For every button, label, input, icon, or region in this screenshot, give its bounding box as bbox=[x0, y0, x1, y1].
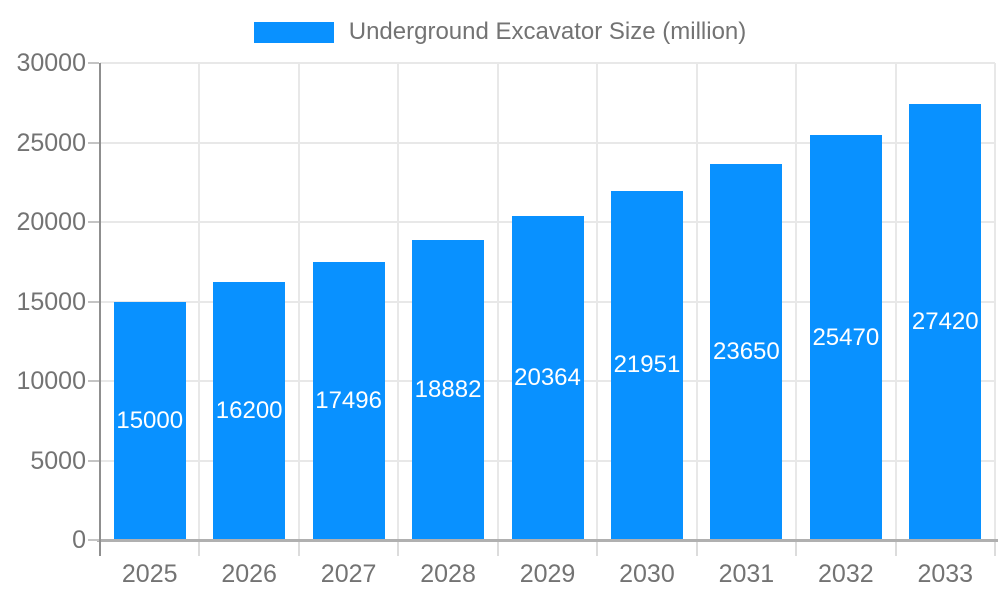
v-gridline bbox=[894, 63, 897, 540]
y-tick-label: 0 bbox=[72, 526, 86, 554]
y-tick bbox=[88, 62, 99, 64]
y-tick-label: 10000 bbox=[16, 367, 86, 395]
bar[interactable] bbox=[511, 216, 584, 540]
bar-value-label: 21951 bbox=[613, 351, 681, 379]
y-tick bbox=[88, 380, 99, 382]
x-tick-label: 2027 bbox=[320, 560, 377, 588]
y-tick-label: 30000 bbox=[16, 49, 86, 77]
bar-value-label: 25470 bbox=[812, 323, 880, 351]
x-tick-label: 2031 bbox=[718, 560, 775, 588]
x-tick bbox=[198, 542, 201, 556]
y-tick bbox=[88, 141, 99, 144]
bar[interactable] bbox=[909, 104, 982, 540]
y-tick-label: 5000 bbox=[30, 446, 86, 475]
bar[interactable] bbox=[710, 163, 783, 540]
legend-swatch bbox=[253, 21, 334, 43]
v-gridline bbox=[496, 63, 499, 540]
v-gridline bbox=[994, 63, 996, 540]
chart-legend: Underground Excavator Size (million) bbox=[0, 18, 1000, 46]
v-gridline bbox=[198, 63, 201, 540]
y-axis-line bbox=[99, 63, 101, 556]
x-axis-line bbox=[97, 539, 998, 542]
bar-value-label: 15000 bbox=[116, 406, 184, 434]
v-gridline bbox=[695, 63, 698, 540]
x-tick bbox=[795, 542, 798, 556]
y-tick bbox=[88, 221, 99, 223]
y-tick-label: 15000 bbox=[16, 287, 86, 316]
bar-value-label: 27420 bbox=[911, 308, 979, 335]
x-tick-label: 2029 bbox=[519, 560, 576, 588]
bar[interactable] bbox=[809, 135, 882, 540]
bar[interactable] bbox=[610, 190, 683, 540]
v-gridline bbox=[297, 63, 300, 540]
y-tick-label: 20000 bbox=[16, 208, 86, 236]
bar-value-label: 17496 bbox=[315, 386, 382, 414]
y-tick bbox=[88, 539, 99, 541]
x-tick-label: 2032 bbox=[818, 560, 874, 588]
x-tick-label: 2026 bbox=[221, 560, 277, 588]
x-tick bbox=[695, 542, 698, 556]
x-tick bbox=[297, 542, 300, 556]
v-gridline bbox=[596, 63, 599, 540]
bar-value-label: 20364 bbox=[514, 364, 581, 392]
x-tick bbox=[894, 542, 897, 556]
y-tick bbox=[88, 459, 99, 462]
bar[interactable] bbox=[213, 282, 286, 540]
x-tick-label: 2030 bbox=[619, 560, 675, 588]
x-tick-label: 2028 bbox=[420, 560, 476, 588]
x-tick bbox=[397, 542, 400, 556]
bar-value-label: 23650 bbox=[713, 337, 780, 365]
bar[interactable] bbox=[113, 301, 186, 540]
bar[interactable] bbox=[412, 239, 485, 540]
h-gridline bbox=[100, 141, 995, 144]
legend-label: Underground Excavator Size (million) bbox=[348, 18, 747, 45]
x-tick bbox=[994, 542, 996, 556]
x-tick bbox=[596, 542, 599, 556]
v-gridline bbox=[397, 63, 400, 540]
x-tick bbox=[496, 542, 499, 556]
x-tick-label: 2025 bbox=[121, 560, 178, 588]
y-tick bbox=[88, 300, 99, 303]
v-gridline bbox=[795, 63, 798, 540]
bar-value-label: 18882 bbox=[414, 375, 482, 403]
bar-value-label: 16200 bbox=[215, 397, 283, 425]
h-gridline bbox=[100, 62, 995, 64]
bar[interactable] bbox=[312, 261, 385, 540]
y-tick-label: 25000 bbox=[16, 128, 86, 157]
x-tick-label: 2033 bbox=[917, 560, 974, 588]
